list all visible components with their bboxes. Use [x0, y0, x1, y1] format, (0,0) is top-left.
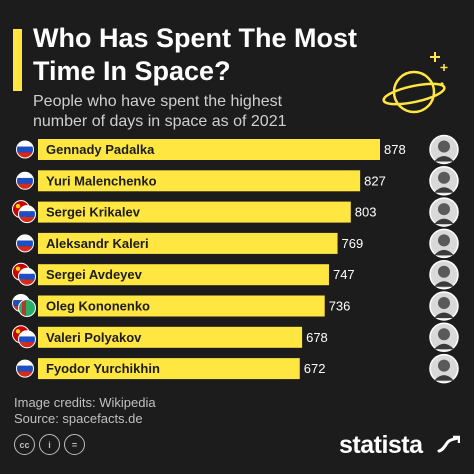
bar-value: 803: [355, 205, 377, 220]
chart-title: Who Has Spent The Most Time In Space?: [33, 23, 357, 86]
bar-row: Sergei Avdeyev 747: [12, 259, 459, 290]
bar-value: 736: [329, 299, 351, 314]
russia-flag-icon: [16, 172, 34, 190]
russia-flag-icon: [16, 360, 34, 378]
bar: [38, 264, 329, 286]
bar-row: Aleksandr Kaleri 769: [16, 228, 459, 259]
bar-row: Fyodor Yurchikhin 672: [16, 353, 459, 384]
statista-logo[interactable]: statista: [339, 431, 423, 459]
bar-label: Sergei Avdeyev: [46, 267, 143, 282]
avatar: [429, 134, 459, 165]
chart-subtitle: People who have spent the highest number…: [33, 93, 287, 130]
avatar: [429, 259, 459, 290]
bar-value: 672: [304, 361, 326, 376]
bar-label: Aleksandr Kaleri: [46, 236, 149, 251]
avatar: [429, 228, 459, 259]
bar-label: Gennady Padalka: [46, 142, 155, 157]
bar-label: Fyodor Yurchikhin: [46, 361, 160, 376]
license-icons: cc i =: [14, 434, 85, 455]
bar: [38, 358, 300, 380]
no-derivatives-icon[interactable]: =: [64, 434, 85, 455]
bar-row: Sergei Krikalev 803: [12, 197, 459, 227]
bar-label: Oleg Kononenko: [46, 299, 150, 314]
russia-flag-icon: [18, 268, 36, 286]
credits: Image credits: Wikipedia Source: spacefa…: [14, 395, 156, 427]
bar: [38, 170, 361, 192]
attribution-icon[interactable]: i: [39, 434, 60, 455]
bar-row: Yuri Malenchenko 827: [16, 166, 459, 196]
bar-label: Yuri Malenchenko: [46, 173, 157, 188]
source-credits: Source: spacefacts.de: [14, 411, 143, 426]
bar: [38, 201, 351, 223]
bar: [38, 295, 325, 317]
avatar: [429, 197, 459, 227]
russia-flag-icon: [16, 234, 34, 252]
bar-value: 827: [364, 173, 386, 188]
title-accent-bar: [13, 29, 22, 91]
bar: [38, 139, 380, 160]
russia-flag-icon: [18, 205, 36, 223]
avatar: [429, 166, 459, 196]
bar-value: 878: [384, 142, 406, 157]
bar: [38, 232, 338, 254]
bar-label: Sergei Krikalev: [46, 205, 141, 220]
russia-flag-icon: [16, 141, 34, 158]
avatar: [429, 322, 459, 353]
bar-value: 747: [333, 267, 355, 282]
bar-row: Valeri Polyakov 678: [12, 322, 459, 353]
bar: [38, 326, 303, 348]
bar-chart: Gennady Padalka 878 Yuri Malenchenko 827 Ser…: [12, 134, 459, 384]
bar-value: 678: [306, 330, 328, 345]
planet-icon: [382, 52, 448, 114]
statista-mark-icon: [437, 435, 460, 453]
avatar: [429, 291, 459, 321]
bar-row: Oleg Kononenko 736: [12, 291, 459, 321]
turkmenistan-flag-icon: [18, 299, 36, 317]
image-credits: Image credits: Wikipedia: [14, 395, 156, 410]
bar-value: 769: [342, 236, 364, 251]
russia-flag-icon: [18, 330, 36, 348]
avatar: [429, 353, 459, 384]
bar-label: Valeri Polyakov: [46, 330, 142, 345]
bar-row: Gennady Padalka 878: [16, 134, 459, 165]
creative-commons-icon[interactable]: cc: [14, 434, 35, 455]
